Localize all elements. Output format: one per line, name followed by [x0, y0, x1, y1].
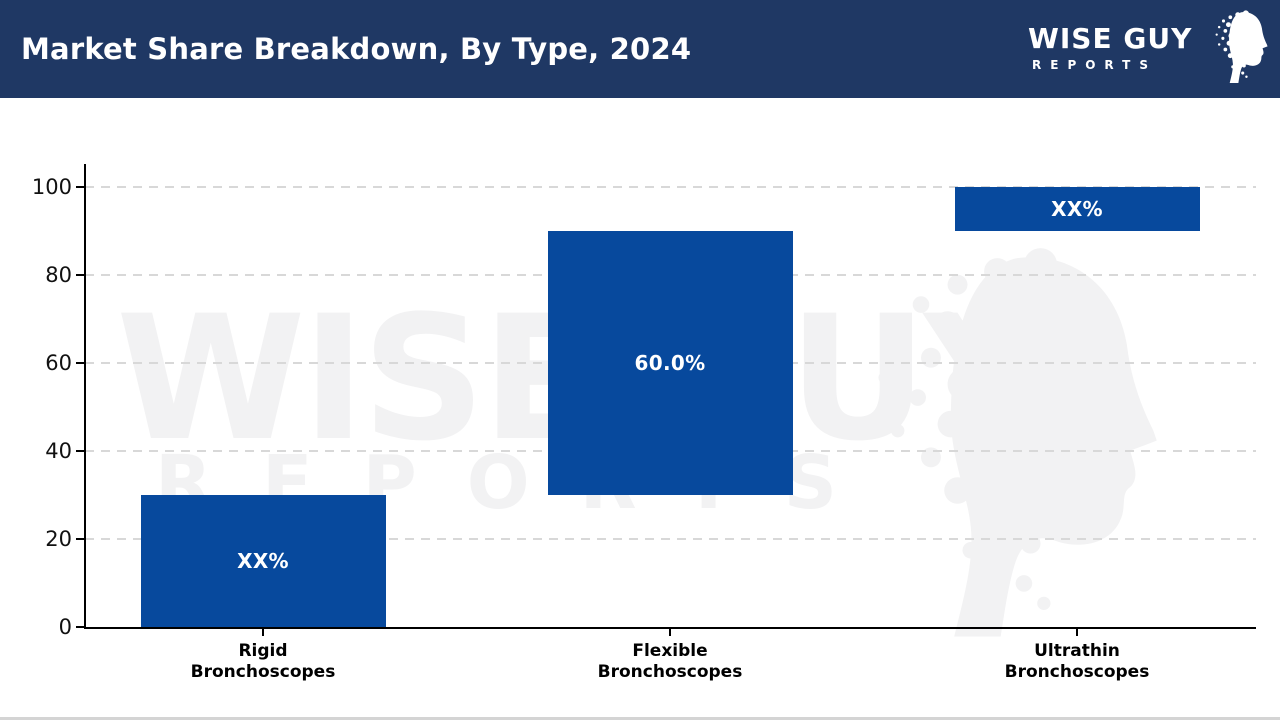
x-tick-mark-ultrathin-bronchoscopes [1076, 629, 1078, 636]
x-category-label-line: Bronchoscopes [1004, 662, 1150, 682]
gridline-20 [85, 538, 1256, 540]
header-bar: Market Share Breakdown, By Type, 2024 WI… [0, 0, 1280, 98]
x-axis-line [84, 627, 1256, 629]
y-tick-mark-60 [76, 362, 84, 364]
wiseguy-logo: WISE GUY REPORTS [1020, 0, 1270, 98]
x-category-label-line: Rigid [238, 641, 288, 661]
y-tick-mark-0 [76, 626, 84, 628]
gridline-100 [85, 186, 1256, 188]
x-category-label-line: Ultrathin [1034, 641, 1120, 661]
bar-value-label-flexible-bronchoscopes: 60.0% [634, 351, 706, 375]
y-tick-label-100: 100 [31, 175, 72, 199]
y-axis-line [84, 164, 86, 629]
bar-value-label-rigid-bronchoscopes: XX% [237, 549, 289, 573]
x-category-label-flexible-bronchoscopes: Flexible Bronchoscopes [520, 641, 820, 683]
y-tick-mark-80 [76, 274, 84, 276]
y-tick-label-20: 20 [45, 527, 72, 551]
y-tick-mark-20 [76, 538, 84, 540]
bar-flexible-bronchoscopes: 60.0% [547, 231, 793, 495]
x-category-label-rigid-bronchoscopes: Rigid Bronchoscopes [113, 641, 413, 683]
x-tick-mark-flexible-bronchoscopes [669, 629, 671, 636]
x-category-label-ultrathin-bronchoscopes: Ultrathin Bronchoscopes [927, 641, 1227, 683]
y-tick-label-60: 60 [45, 351, 72, 375]
y-tick-label-80: 80 [45, 263, 72, 287]
logo-head-icon [1215, 10, 1268, 83]
logo-subtext: REPORTS [1032, 58, 1157, 72]
y-tick-label-40: 40 [45, 439, 72, 463]
bar-chart: WISE GUY REPORTS 0 20 40 60 80 100 XX% Rigid Bro… [0, 98, 1280, 717]
bar-rigid-bronchoscopes: XX% [140, 495, 386, 627]
page-title: Market Share Breakdown, By Type, 2024 [21, 32, 692, 66]
y-tick-mark-40 [76, 450, 84, 452]
x-category-label-line: Bronchoscopes [597, 662, 743, 682]
x-category-label-line: Bronchoscopes [190, 662, 336, 682]
bar-value-label-ultrathin-bronchoscopes: XX% [1051, 197, 1103, 221]
x-category-label-line: Flexible [632, 641, 708, 661]
bottom-border [0, 717, 1280, 720]
watermark-head-icon [878, 248, 1157, 637]
y-tick-label-0: 0 [58, 615, 72, 639]
y-tick-mark-100 [76, 186, 84, 188]
x-tick-mark-rigid-bronchoscopes [262, 629, 264, 636]
logo-wordmark: WISE GUY [1028, 22, 1193, 55]
bar-ultrathin-bronchoscopes: XX% [954, 187, 1200, 231]
